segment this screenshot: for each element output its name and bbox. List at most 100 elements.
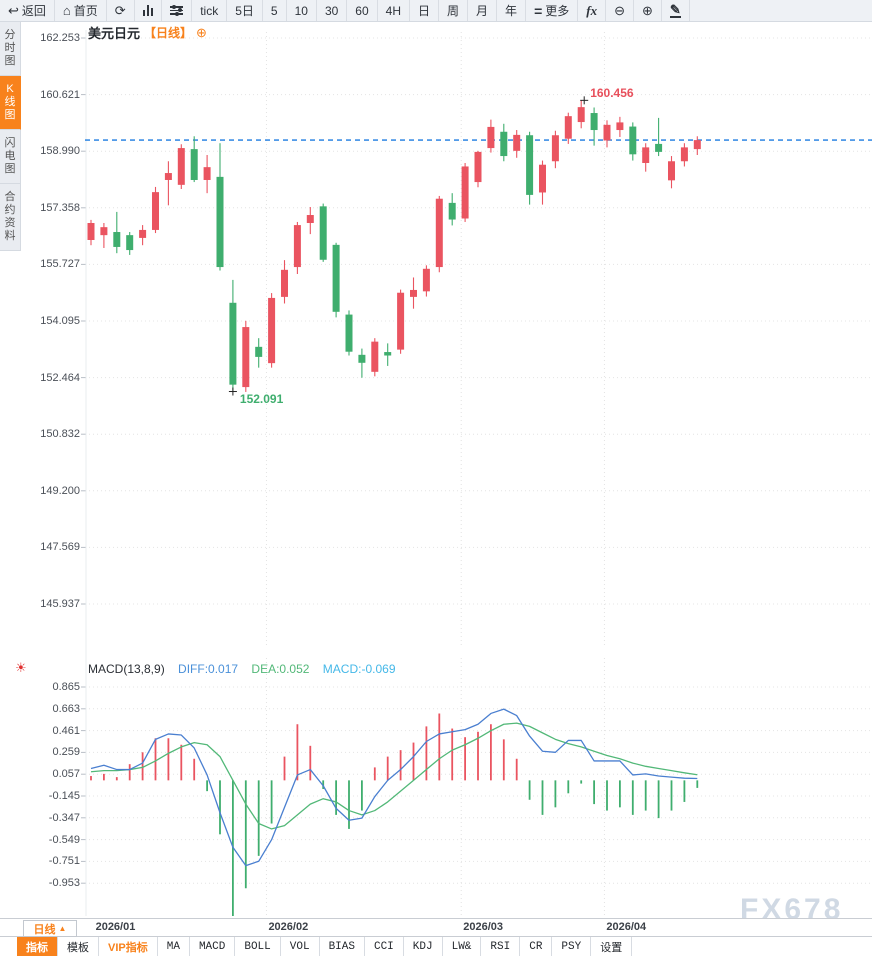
indicator-ma[interactable]: MA: [158, 937, 190, 956]
candle-body: [616, 122, 624, 131]
price-axis-label: 162.253: [40, 32, 80, 44]
interval-tick-button[interactable]: tick: [192, 0, 228, 21]
interval-4h-button[interactable]: 4H: [378, 0, 410, 21]
indicator-boll[interactable]: BOLL: [235, 937, 281, 956]
candle-body: [384, 352, 392, 356]
zoom-out-button[interactable]: ⊖: [606, 0, 635, 21]
period-selector[interactable]: 日线 ▲: [23, 920, 77, 937]
candle-body: [319, 206, 327, 260]
macd-axis-label: -0.145: [48, 790, 80, 802]
candle-body: [474, 151, 482, 183]
indicator-psy[interactable]: PSY: [552, 937, 592, 956]
interval-year-button[interactable]: 年: [497, 0, 527, 21]
price-axis-label: 154.095: [40, 315, 80, 327]
diff-line: [90, 708, 698, 867]
indicator-toolbar: 指标 模板 VIP指标 MA MACD BOLL VOL BIAS CCI KDJ LW& RSI CR…: [0, 937, 872, 956]
candle-body: [668, 161, 675, 181]
symbol-title: 美元日元: [88, 26, 141, 41]
candle-body: [693, 140, 701, 150]
templates-tab[interactable]: 模板: [58, 937, 99, 956]
macd-axis-label: 0.461: [52, 724, 80, 737]
interval-tick-button-label: tick: [200, 3, 219, 18]
vip-indicators-tab[interactable]: VIP指标: [99, 937, 158, 956]
price-axis-label: 158.990: [40, 145, 80, 158]
interval-10-button[interactable]: 10: [287, 0, 317, 21]
candle-body: [410, 289, 417, 297]
add-overlay-icon[interactable]: ⊕: [196, 25, 207, 40]
zoom-out-icon: ⊖: [614, 3, 626, 18]
interval-week-button[interactable]: 周: [439, 0, 469, 21]
candle-body: [448, 202, 456, 220]
price-axis-label: 149.200: [40, 484, 80, 497]
candle-body: [229, 302, 237, 385]
menu-icon: =: [534, 2, 543, 19]
interval-month-button[interactable]: 月: [468, 0, 498, 21]
back-button[interactable]: ↩ 返回: [0, 0, 55, 21]
price-axis-label: 145.937: [40, 598, 80, 610]
interval-30-button[interactable]: 30: [317, 0, 348, 21]
high-price-annotation: 160.456: [590, 86, 634, 101]
sidebar-item-time-chart[interactable]: 分时图: [0, 22, 21, 76]
indicator-vol[interactable]: VOL: [281, 937, 320, 956]
candle-body: [590, 113, 598, 131]
time-axis-row: 日线 ▲ 2026/01 2026/02 2026/03 2026/04: [0, 918, 872, 937]
macd-axis-label: 0.663: [52, 702, 80, 715]
candle-body: [642, 147, 650, 163]
home-button[interactable]: ⌂ 首页: [55, 0, 107, 21]
refresh-button[interactable]: ⟳: [107, 0, 135, 21]
interval-5-button-label: 5: [270, 3, 278, 18]
sidebar-item-contract-info[interactable]: 合约资料: [0, 184, 21, 251]
interval-5d-button[interactable]: 5日: [227, 0, 263, 21]
candle-body: [461, 166, 469, 219]
price-axis-label: 155.727: [40, 258, 80, 271]
fx-icon: fx: [586, 2, 598, 18]
chart-style-button[interactable]: [135, 0, 163, 21]
macd-axis-label: 0.865: [52, 681, 80, 693]
candle-body: [190, 149, 198, 180]
indicator-lw[interactable]: LW&: [443, 937, 482, 956]
macd-axis-label: -0.347: [48, 811, 80, 824]
candle-body: [539, 164, 546, 193]
indicator-cr[interactable]: CR: [520, 937, 553, 956]
candle-body: [371, 341, 379, 372]
refresh-icon: ⟳: [114, 3, 126, 18]
settings-button[interactable]: 设置: [591, 937, 633, 956]
indicator-rsi[interactable]: RSI: [481, 937, 521, 956]
indicator-bias[interactable]: BIAS: [320, 937, 365, 956]
home-icon: ⌂: [62, 3, 71, 18]
indicator-params-button[interactable]: [162, 0, 193, 21]
interval-day-button[interactable]: 日: [410, 0, 440, 21]
interval-30-button-label: 30: [324, 3, 339, 18]
interval-60-button[interactable]: 60: [347, 0, 378, 21]
candle-body: [435, 198, 443, 268]
indicators-tab[interactable]: 指标: [17, 937, 58, 956]
period-tag: 【日线】: [144, 26, 193, 40]
indicator-cci[interactable]: CCI: [365, 937, 404, 956]
home-button-label: 首页: [73, 4, 98, 18]
zoom-in-button[interactable]: ⊕: [634, 0, 662, 21]
macd-settings-icon[interactable]: ☀: [15, 660, 27, 675]
zoom-in-icon: ⊕: [642, 3, 653, 18]
period-selector-label: 日线: [33, 923, 56, 936]
candle-body: [100, 227, 108, 236]
candle-body: [126, 235, 134, 251]
fx-indicator-button[interactable]: fx: [578, 0, 607, 21]
candle-body: [332, 244, 340, 312]
candle-body: [397, 292, 405, 350]
candle-body: [306, 215, 314, 224]
draw-button[interactable]: ✎: [662, 0, 690, 21]
toolbar-spacer: [690, 0, 872, 21]
candle-body: [629, 126, 637, 155]
sidebar-item-lightning-chart[interactable]: 闪电图: [0, 130, 21, 184]
more-button[interactable]: = 更多: [526, 0, 579, 21]
indicator-macd[interactable]: MACD: [190, 937, 236, 956]
candle-body: [255, 346, 263, 357]
interval-5-button[interactable]: 5: [263, 0, 287, 21]
macd-axis-label: 0.057: [52, 768, 80, 781]
candle-body: [487, 126, 495, 149]
top-toolbar: ↩ 返回 ⌂ 首页 ⟳ tick 5日 5 10 30 60 4H 日周月年 = 更多 fx ⊖ ⊕ ✎: [0, 0, 872, 22]
indicator-kdj[interactable]: KDJ: [404, 937, 443, 956]
low-price-annotation: 152.091: [239, 391, 284, 406]
